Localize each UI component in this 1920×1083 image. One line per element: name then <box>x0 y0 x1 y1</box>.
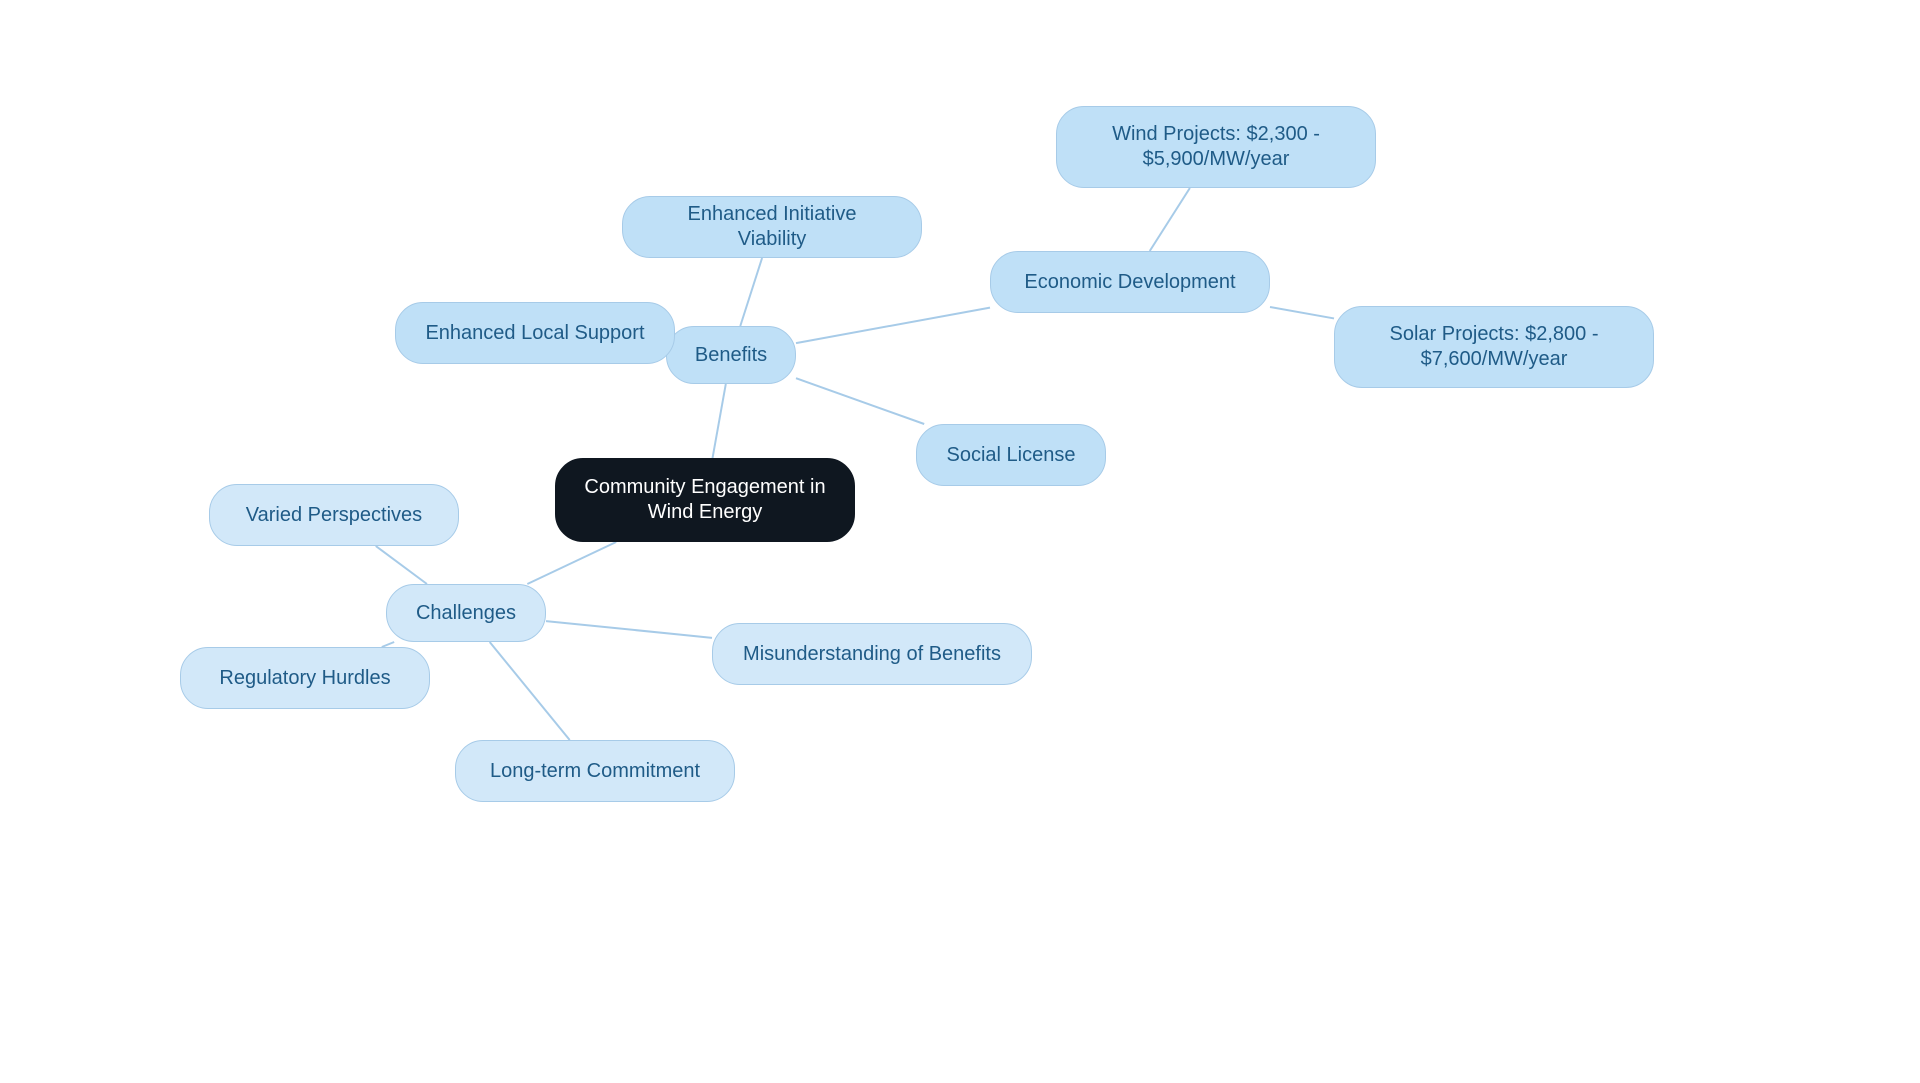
edge <box>527 542 616 584</box>
node-label: Benefits <box>695 343 767 368</box>
node-label: Solar Projects: $2,800 - $7,600/MW/year <box>1363 322 1625 372</box>
node-root: Community Engagement in Wind Energy <box>555 458 855 542</box>
node-econ_dev: Economic Development <box>990 251 1270 313</box>
node-label: Misunderstanding of Benefits <box>743 642 1001 667</box>
node-benefits: Benefits <box>666 326 796 384</box>
edge <box>713 384 726 458</box>
edge <box>740 258 762 326</box>
node-challenges: Challenges <box>386 584 546 642</box>
node-label: Challenges <box>416 601 516 626</box>
edge <box>546 621 712 638</box>
node-misunderstanding: Misunderstanding of Benefits <box>712 623 1032 685</box>
node-label: Enhanced Initiative Viability <box>651 202 893 252</box>
node-label: Enhanced Local Support <box>425 321 644 346</box>
edge <box>1270 307 1334 318</box>
node-wind_proj: Wind Projects: $2,300 - $5,900/MW/year <box>1056 106 1376 188</box>
node-enhanced_support: Enhanced Local Support <box>395 302 675 364</box>
edge <box>796 378 924 424</box>
node-social_license: Social License <box>916 424 1106 486</box>
edge <box>796 308 990 343</box>
node-label: Long-term Commitment <box>490 759 700 784</box>
edge <box>376 546 427 584</box>
node-long_term: Long-term Commitment <box>455 740 735 802</box>
edge <box>490 642 570 740</box>
node-solar_proj: Solar Projects: $2,800 - $7,600/MW/year <box>1334 306 1654 388</box>
node-label: Wind Projects: $2,300 - $5,900/MW/year <box>1085 122 1347 172</box>
edge <box>1150 188 1190 251</box>
node-label: Social License <box>947 443 1076 468</box>
node-varied_persp: Varied Perspectives <box>209 484 459 546</box>
node-label: Economic Development <box>1024 270 1235 295</box>
node-enhanced_viability: Enhanced Initiative Viability <box>622 196 922 258</box>
node-label: Varied Perspectives <box>246 503 422 528</box>
node-label: Regulatory Hurdles <box>219 666 390 691</box>
node-label: Community Engagement in Wind Energy <box>584 475 826 525</box>
node-reg_hurdles: Regulatory Hurdles <box>180 647 430 709</box>
